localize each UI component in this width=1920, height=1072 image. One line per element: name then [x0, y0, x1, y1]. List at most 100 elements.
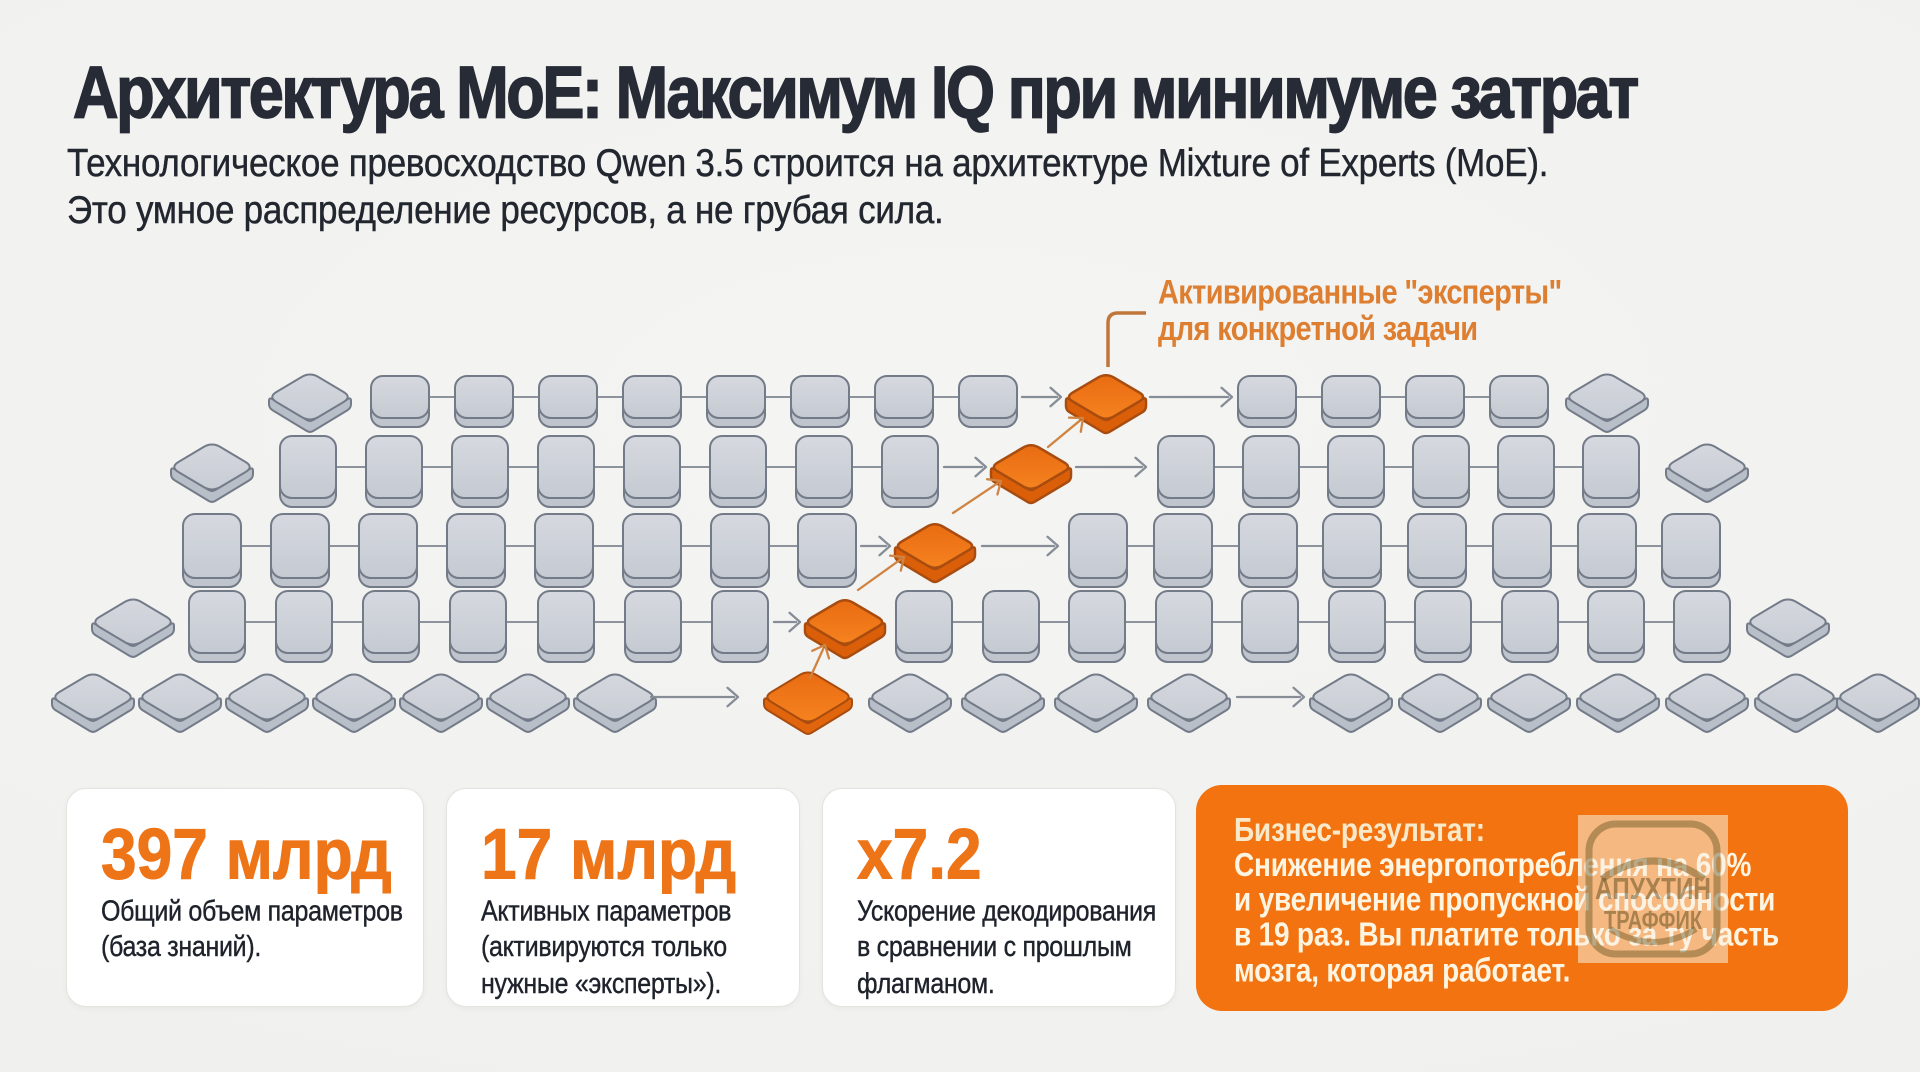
block-shape [1582, 435, 1640, 499]
block-shape [279, 435, 337, 499]
token-tile [399, 673, 483, 733]
block-shape [896, 523, 974, 569]
block-shape [1057, 673, 1135, 721]
stat-label: Общий объем параметров (база знаний). [101, 895, 403, 964]
block-shape [1238, 513, 1298, 579]
active-route-arrows [808, 416, 1085, 680]
active-route-arrow [808, 643, 831, 680]
expert-block [623, 435, 681, 508]
block-shape [878, 535, 892, 557]
block-shape [1134, 456, 1148, 478]
block-shape [94, 598, 172, 646]
expert-block [534, 513, 594, 588]
block-shape [1049, 386, 1063, 408]
expert-block [1321, 375, 1381, 428]
expert-block [275, 590, 333, 663]
block-shape [365, 435, 423, 499]
expert-block [706, 375, 766, 428]
token-tile [1836, 673, 1920, 733]
token-tile [573, 673, 657, 733]
flow-arrow [649, 686, 740, 708]
flow-arrow [859, 535, 892, 557]
block-shape [54, 673, 132, 721]
block-shape [788, 611, 802, 633]
block-shape [624, 590, 682, 654]
block-shape [795, 435, 853, 499]
block-shape [1292, 686, 1306, 708]
block-shape [1157, 435, 1215, 499]
expert-block [358, 513, 418, 588]
expert-block [270, 513, 330, 588]
block-shape [271, 373, 349, 421]
block-shape [622, 513, 682, 579]
block-shape [1321, 375, 1381, 419]
expert-block [710, 513, 770, 588]
token-tile [1665, 673, 1749, 733]
token-tile [486, 673, 570, 733]
block-shape [1237, 375, 1297, 419]
expert-block [1489, 375, 1549, 428]
block-shape [1668, 673, 1746, 721]
block-shape [1577, 513, 1637, 579]
block-shape [888, 554, 906, 572]
diagram-row [182, 513, 1721, 588]
block-shape [1668, 443, 1746, 491]
block-shape [992, 444, 1070, 490]
block-shape [534, 513, 594, 579]
diagram-row [170, 435, 1749, 508]
block-shape [881, 435, 939, 499]
block-shape [576, 673, 654, 721]
stat-label: Активных параметров (активируются только… [481, 895, 732, 1000]
token-tile [1398, 673, 1482, 733]
token-tile [51, 673, 135, 733]
flow-arrow [1148, 386, 1234, 408]
expert-block [709, 435, 767, 508]
expert-block [1242, 435, 1300, 508]
block-shape [362, 590, 420, 654]
block-shape [537, 590, 595, 654]
flow-arrow [1020, 386, 1063, 408]
block-shape [964, 673, 1042, 721]
block-shape [726, 686, 740, 708]
block-shape [806, 599, 884, 645]
expert-block [537, 435, 595, 508]
watermark-arc2-icon [1608, 926, 1698, 945]
expert-block [795, 435, 853, 508]
active-token-tile [763, 671, 853, 735]
token-tile [1665, 443, 1749, 503]
block-shape [1312, 673, 1390, 721]
block-shape [874, 375, 934, 419]
block-shape [1242, 435, 1300, 499]
expert-block [1328, 590, 1386, 663]
token-tile [1754, 673, 1838, 733]
stat-card-total-params: 397 млрд Общий объем параметров (база зн… [66, 788, 424, 1007]
block-shape [1489, 375, 1549, 419]
block-shape [1046, 535, 1060, 557]
token-tile [1576, 673, 1660, 733]
active-experts-annotation: Активированные "эксперты" для конкретной… [1158, 273, 1562, 349]
token-tile [170, 443, 254, 503]
page-subtitle: Технологическое превосходство Qwen 3.5 с… [67, 141, 1549, 232]
token-tile [1147, 673, 1231, 733]
expert-block [362, 590, 420, 663]
token-tile [961, 673, 1045, 733]
stat-label: Ускорение декодирования в сравнении с пр… [857, 895, 1157, 1000]
block-shape [710, 513, 770, 579]
block-shape [1150, 673, 1228, 721]
block-shape [811, 643, 831, 660]
block-shape [895, 590, 953, 654]
block-shape [275, 590, 333, 654]
expert-block [1153, 513, 1213, 588]
watermark-frame-icon [1585, 820, 1721, 958]
page-title: Архитектура MoE: Максимум IQ при минимум… [72, 51, 1640, 135]
flow-arrow [1074, 456, 1148, 478]
expert-block [279, 435, 337, 508]
block-shape [709, 435, 767, 499]
block-shape [790, 375, 850, 419]
expert-block [365, 435, 423, 508]
block-shape [1579, 673, 1657, 721]
block-shape [1501, 590, 1559, 654]
expert-block [537, 590, 595, 663]
block-shape [1414, 590, 1472, 654]
